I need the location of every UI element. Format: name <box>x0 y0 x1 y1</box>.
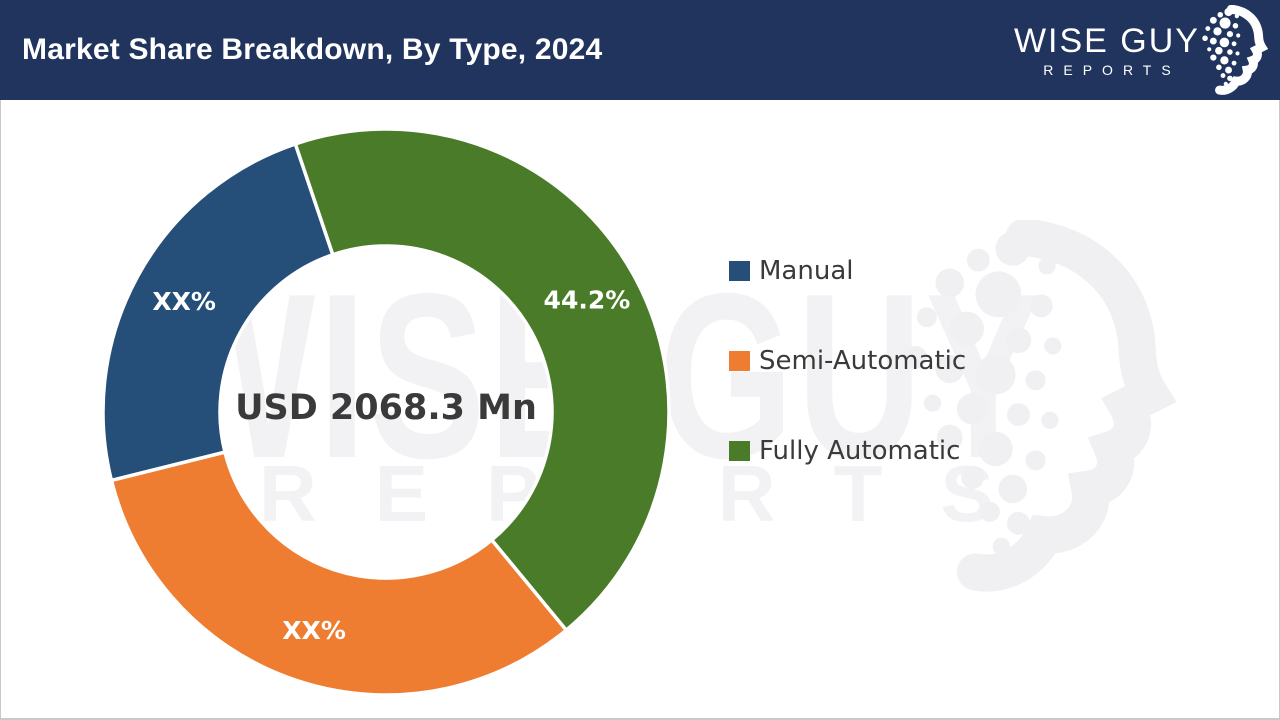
donut-segment-manual <box>101 141 336 483</box>
legend-label: Fully Automatic <box>759 436 961 466</box>
donut-chart: XX% 44.2% XX% <box>101 127 671 697</box>
logo-tagline: REPORTS <box>1043 62 1181 78</box>
legend-label: Semi-Automatic <box>759 346 967 376</box>
legend-item-manual: Manual <box>729 256 966 286</box>
legend-swatch <box>729 261 750 281</box>
wise-guy-logo: WISE GUY REPORTS <box>1014 5 1270 95</box>
donut-segment-semi-automatic <box>109 450 569 697</box>
chart-area: WISE GUY REPORTS XX%44.2%XX% USD 2068.3 … <box>0 100 1280 720</box>
legend-label: Manual <box>759 256 854 286</box>
donut-center-label: USD 2068.3 Mn <box>235 388 537 428</box>
legend-swatch <box>729 441 750 461</box>
legend-item-semi-automatic: Semi-Automatic <box>729 346 966 376</box>
page-title: Market Share Breakdown, By Type, 2024 <box>22 33 603 66</box>
donut-segment-fully-automatic <box>293 127 671 633</box>
legend-swatch <box>729 351 750 371</box>
legend: Manual Semi-Automatic Fully Automatic <box>729 256 966 466</box>
segment-label-manual: XX% <box>152 287 216 316</box>
segment-label-semi-automatic: XX% <box>282 616 346 645</box>
logo-name: WISE GUY <box>1013 22 1200 60</box>
logo-face-icon <box>1194 5 1270 95</box>
legend-item-fully-automatic: Fully Automatic <box>729 436 966 466</box>
segment-label-fully-automatic: 44.2% <box>544 286 631 315</box>
logo-text: WISE GUY REPORTS <box>1014 22 1200 78</box>
header-bar: Market Share Breakdown, By Type, 2024 WI… <box>0 0 1280 100</box>
